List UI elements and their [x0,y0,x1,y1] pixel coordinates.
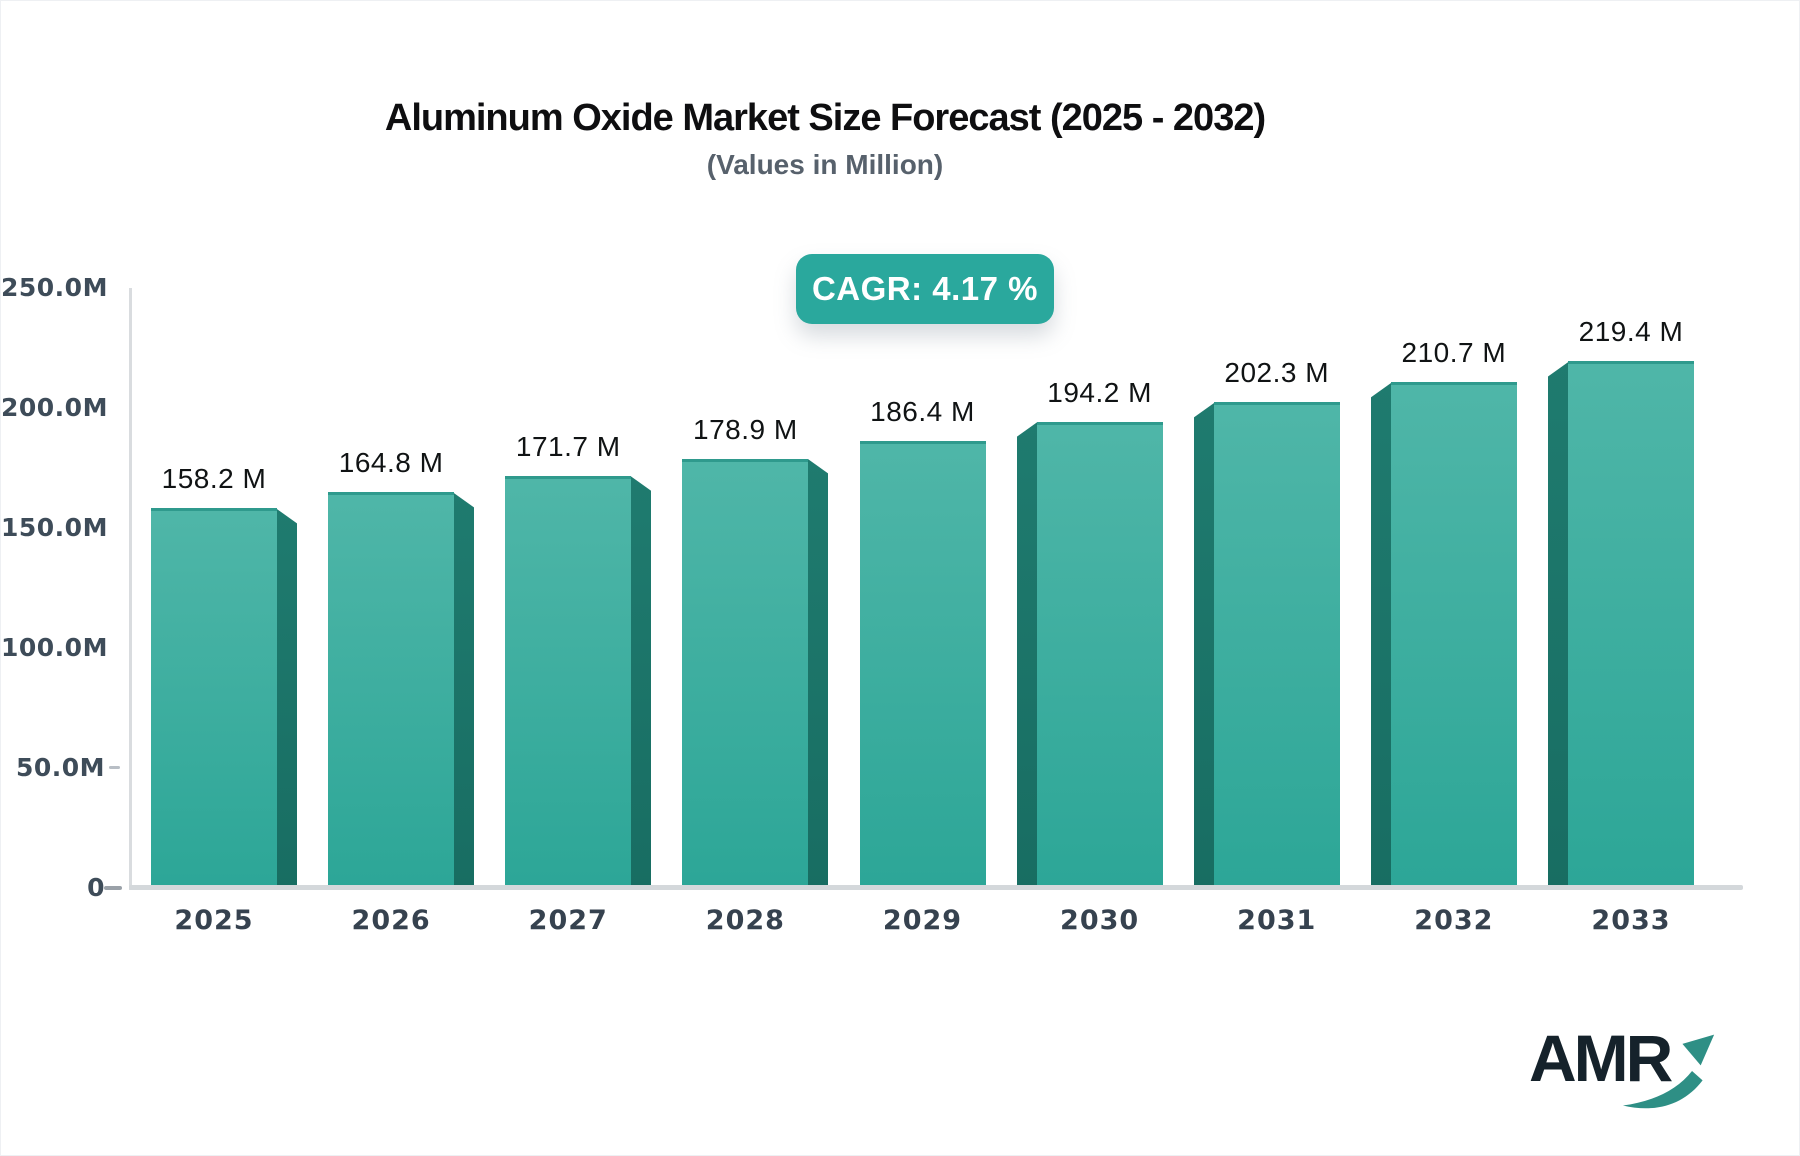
x-axis-label: 2026 [351,905,431,936]
bar-side-face [1548,361,1569,890]
x-axis-label: 2027 [528,905,608,936]
bar-side-face [1016,421,1038,890]
bar-front-face [682,458,809,890]
bar-value-label: 202.3 M [1224,357,1330,389]
bar-front-face [505,475,632,890]
bar-2033 [1548,361,1694,890]
y-axis-tick [109,766,120,769]
x-axis-line [129,885,1743,890]
x-axis-label: 2025 [174,905,254,936]
bar-2030 [1016,421,1163,890]
bar-value-label: 210.7 M [1401,337,1507,369]
bar-2032 [1370,382,1517,890]
amr-logo-text: AMR [1529,1021,1673,1095]
bar-front-face [859,440,986,890]
y-axis-line [129,288,132,890]
bar-side-face [1193,402,1215,890]
y-axis-label: 150.0M [1,513,108,542]
amr-logo-arrow-icon [1622,1034,1715,1109]
bar-front-face [1390,382,1517,890]
bar-front-face [1213,402,1340,890]
bar-value-label: 219.4 M [1578,316,1684,348]
bar-front-face [1036,421,1163,890]
bar-front-face [328,492,455,890]
bar-2025 [151,508,297,890]
amr-logo: AMR [1529,1021,1729,1127]
bar-value-label: 186.4 M [870,395,975,427]
y-axis-tick [104,886,122,890]
bar-value-label: 194.2 M [1047,376,1152,408]
bar-value-label: 158.2 M [161,463,267,495]
cagr-badge-label: CAGR: 4.17 % [811,270,1039,307]
bar-front-face [1568,361,1694,890]
x-axis-label: 2029 [882,905,963,936]
y-axis-label: 50.0M [15,753,105,782]
y-axis-label: 250.0M [1,273,108,302]
x-axis-label: 2030 [1060,905,1140,936]
x-axis-label: 2028 [705,905,785,936]
bar-side-face [276,508,297,890]
x-axis-label: 2032 [1414,905,1494,936]
bar-2027 [505,475,652,890]
bar-value-label: 171.7 M [515,430,621,462]
bar-side-face [630,475,652,890]
chart-title: Aluminum Oxide Market Size Forecast (202… [384,97,1266,139]
bar-side-face [453,492,475,890]
x-axis-label: 2031 [1237,905,1317,936]
cagr-badge: CAGR: 4.17 % [796,254,1054,324]
bar-2026 [328,492,475,890]
bar-value-label: 164.8 M [338,447,444,479]
chart-subtitle: (Values in Million) [706,149,944,180]
bar-side-face [1370,382,1392,890]
y-axis-label: 200.0M [1,393,108,422]
bar-2031 [1193,402,1340,890]
bar-value-label: 178.9 M [693,413,798,445]
bar-2029 [859,440,986,890]
bar-front-face [151,508,277,890]
bar-side-face [807,458,829,890]
y-axis-label: 100.0M [1,633,108,662]
x-axis-label: 2033 [1591,905,1671,936]
y-axis-label: 0 [87,873,105,902]
bar-2028 [682,458,829,890]
